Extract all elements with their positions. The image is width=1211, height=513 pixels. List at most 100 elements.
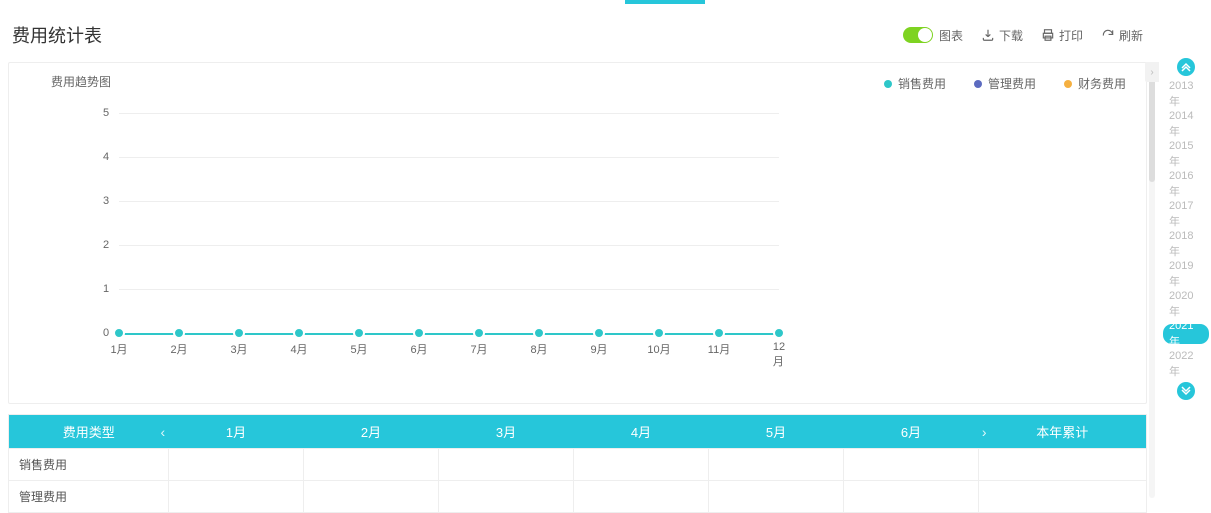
chart-toggle[interactable] [903,27,933,43]
y-tick-label: 4 [103,151,109,163]
refresh-icon [1101,28,1115,42]
row-total [979,449,1147,481]
x-tick-label: 4月 [290,341,307,357]
legend-item[interactable]: 财务费用 [1064,75,1126,92]
download-button[interactable]: 下载 [981,27,1023,44]
x-tick-label: 1月 [110,341,127,357]
x-tick-label: 7月 [470,341,487,357]
toolbar: 图表 下载 打印 刷新 [903,27,1143,44]
chart-toggle-label: 图表 [939,27,963,44]
x-tick-label: 6月 [410,341,427,357]
col-header-type: 费用类型 [9,415,169,449]
chart-plot: 012345 [119,113,779,333]
page-title: 费用统计表 [12,22,102,48]
y-tick-label: 3 [103,195,109,207]
year-item[interactable]: 2020年 [1163,294,1209,314]
col-header-month-4: 4月 [574,415,709,449]
expense-table: 费用类型 ‹ 1月 2月 3月 4月 5月 6月 › 本年累计 销售费用管理费用 [8,414,1147,513]
table-cell [709,449,844,481]
table-cell [439,449,574,481]
year-rail: 2013年 2014年 2015年 2016年 2017年 2018年 2019年 2020年… [1163,56,1209,402]
table-cell [844,481,979,513]
year-item[interactable]: 2018年 [1163,234,1209,254]
vertical-scrollbar[interactable] [1149,62,1155,498]
table-cell [574,449,709,481]
col-header-month-5: 5月 [709,415,844,449]
series-marker [113,327,125,339]
x-tick-label: 10月 [647,341,670,357]
year-item[interactable]: 2021年 [1163,324,1209,344]
print-label: 打印 [1059,27,1083,44]
table-cell [574,481,709,513]
series-marker [653,327,665,339]
y-tick-label: 1 [103,283,109,295]
table-cell [304,481,439,513]
toggle-knob [918,28,932,42]
series-marker [593,327,605,339]
year-item[interactable]: 2015年 [1163,144,1209,164]
x-tick-label: 3月 [230,341,247,357]
grid-line [119,201,779,202]
year-item[interactable]: 2013年 [1163,84,1209,104]
legend-label: 管理费用 [988,75,1036,92]
series-marker [473,327,485,339]
print-icon [1041,28,1055,42]
table-cell [844,449,979,481]
legend-label: 销售费用 [898,75,946,92]
chart-x-axis: 1月2月3月4月5月6月7月8月9月10月11月12月 [119,341,779,357]
grid-line [119,245,779,246]
series-marker [353,327,365,339]
refresh-label: 刷新 [1119,27,1143,44]
year-up-button[interactable] [1177,58,1195,76]
y-tick-label: 2 [103,239,109,251]
x-tick-label: 5月 [350,341,367,357]
x-tick-label: 8月 [530,341,547,357]
year-item[interactable]: 2017年 [1163,204,1209,224]
y-tick-label: 0 [103,327,109,339]
download-icon [981,28,995,42]
side-collapse-handle[interactable]: › [1145,62,1159,82]
legend-label: 财务费用 [1078,75,1126,92]
refresh-button[interactable]: 刷新 [1101,27,1143,44]
table-row: 销售费用 [9,449,1147,481]
legend-dot [974,80,982,88]
print-button[interactable]: 打印 [1041,27,1083,44]
col-header-total: 本年累计 [979,415,1147,449]
x-tick-label: 12月 [773,341,785,369]
legend-dot [1064,80,1072,88]
col-header-month-1: ‹ 1月 [169,415,304,449]
chart-card: 费用趋势图 销售费用管理费用财务费用 012345 1月2月3月4月5月6月7月… [8,62,1147,404]
series-marker [713,327,725,339]
legend-item[interactable]: 管理费用 [974,75,1036,92]
table-month-prev[interactable]: ‹ [161,424,166,440]
col-header-month-2: 2月 [304,415,439,449]
col-header-month-3: 3月 [439,415,574,449]
table-cell [304,449,439,481]
x-tick-label: 2月 [170,341,187,357]
x-tick-label: 11月 [708,341,730,357]
table-cell [709,481,844,513]
year-item[interactable]: 2016年 [1163,174,1209,194]
grid-line [119,289,779,290]
download-label: 下载 [999,27,1023,44]
grid-line [119,113,779,114]
year-down-button[interactable] [1177,382,1195,400]
legend-dot [884,80,892,88]
table-cell [169,449,304,481]
chevron-up-icon [1181,62,1191,72]
col-header-month-6: 6月 › [844,415,979,449]
y-tick-label: 5 [103,107,109,119]
series-marker [293,327,305,339]
year-item[interactable]: 2022年 [1163,354,1209,374]
table-header-row: 费用类型 ‹ 1月 2月 3月 4月 5月 6月 › 本年累计 [9,415,1147,449]
chevron-down-icon [1181,386,1191,396]
col-header-month-6-label: 6月 [901,425,921,440]
row-label: 管理费用 [9,481,169,513]
series-marker [413,327,425,339]
table-row: 管理费用 [9,481,1147,513]
table-cell [439,481,574,513]
series-marker [533,327,545,339]
year-item[interactable]: 2014年 [1163,114,1209,134]
legend-item[interactable]: 销售费用 [884,75,946,92]
year-item[interactable]: 2019年 [1163,264,1209,284]
